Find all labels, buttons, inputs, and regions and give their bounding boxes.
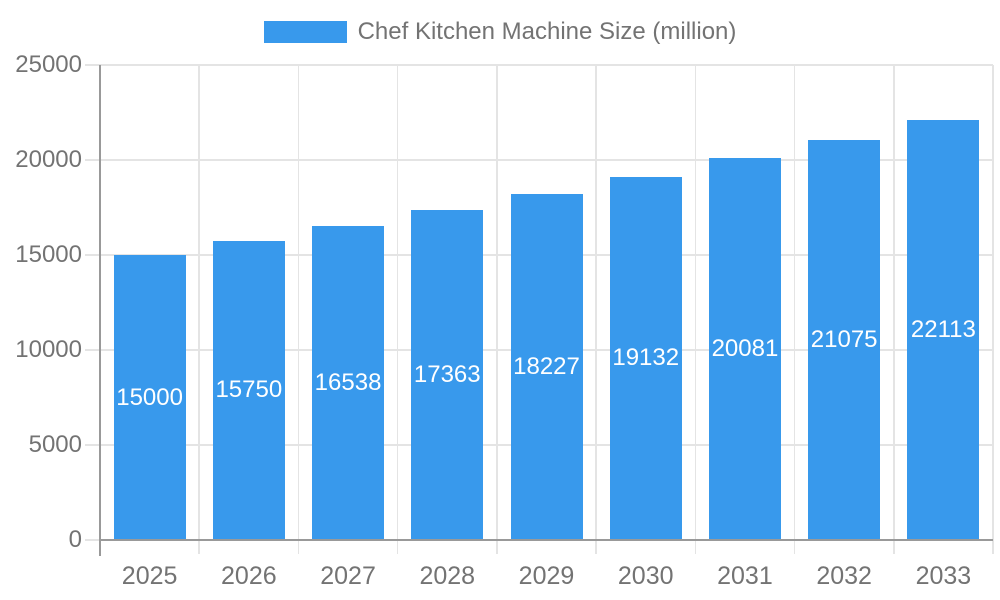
bar-value-label: 15000 bbox=[116, 383, 183, 411]
bar-value-label: 19132 bbox=[612, 344, 680, 372]
bar-value-label: 21075 bbox=[810, 325, 878, 353]
x-tick-label: 2032 bbox=[816, 562, 872, 590]
legend-label: Chef Kitchen Machine Size (million) bbox=[357, 18, 737, 45]
bar-value-label: 20081 bbox=[711, 335, 779, 363]
y-gridline bbox=[85, 539, 100, 541]
y-tick-label: 5000 bbox=[28, 431, 82, 458]
bar-2027[interactable]: 16538 bbox=[312, 225, 385, 540]
bar-2030[interactable]: 19132 bbox=[609, 176, 682, 540]
legend[interactable]: Chef Kitchen Machine Size (million) bbox=[0, 17, 1000, 47]
y-tick-label: 15000 bbox=[15, 241, 82, 268]
x-tick-label: 2026 bbox=[221, 562, 277, 590]
bar-2029[interactable]: 18227 bbox=[510, 193, 583, 540]
bar-value-label: 16538 bbox=[314, 368, 382, 396]
bar-2031[interactable]: 20081 bbox=[708, 158, 781, 540]
y-tick-label: 25000 bbox=[15, 51, 82, 78]
bar-value-label: 17363 bbox=[413, 361, 481, 389]
x-tick-label: 2030 bbox=[617, 562, 674, 590]
x-gridline bbox=[893, 65, 895, 554]
x-gridline bbox=[793, 65, 796, 554]
bar-value-label: 15750 bbox=[215, 376, 283, 404]
x-tick-label: 2025 bbox=[121, 562, 178, 590]
x-gridline bbox=[496, 65, 498, 554]
bar-2032[interactable]: 21075 bbox=[808, 139, 881, 540]
x-tick-label: 2029 bbox=[518, 562, 575, 590]
x-gridline bbox=[992, 65, 994, 554]
x-gridline bbox=[396, 65, 399, 554]
bar-value-label: 18227 bbox=[513, 352, 580, 380]
legend-swatch bbox=[263, 21, 347, 43]
y-tick-label: 20000 bbox=[15, 146, 82, 173]
x-tick-label: 2027 bbox=[320, 562, 376, 590]
bar-2025[interactable]: 15000 bbox=[113, 255, 186, 540]
bar-value-label: 22113 bbox=[910, 315, 976, 343]
x-tick-label: 2028 bbox=[419, 562, 476, 590]
plot-area: 15000 15750 16538 17363 18227 19132 20081 21075… bbox=[85, 64, 994, 556]
x-tick-label: 2033 bbox=[915, 562, 972, 590]
y-axis-line bbox=[99, 65, 101, 556]
x-axis-line bbox=[100, 538, 993, 541]
y-gridline bbox=[85, 159, 993, 161]
x-tick-label: 2031 bbox=[717, 562, 773, 590]
y-gridline bbox=[85, 64, 993, 66]
bar-2028[interactable]: 17363 bbox=[411, 210, 484, 540]
x-gridline bbox=[198, 65, 200, 554]
y-tick-label: 0 bbox=[68, 526, 82, 553]
bar-2026[interactable]: 15750 bbox=[212, 240, 285, 540]
x-gridline bbox=[595, 65, 597, 554]
x-gridline bbox=[694, 65, 697, 554]
y-tick-label: 10000 bbox=[15, 336, 82, 363]
bar-2033[interactable]: 22113 bbox=[907, 119, 980, 540]
x-gridline bbox=[297, 65, 300, 554]
